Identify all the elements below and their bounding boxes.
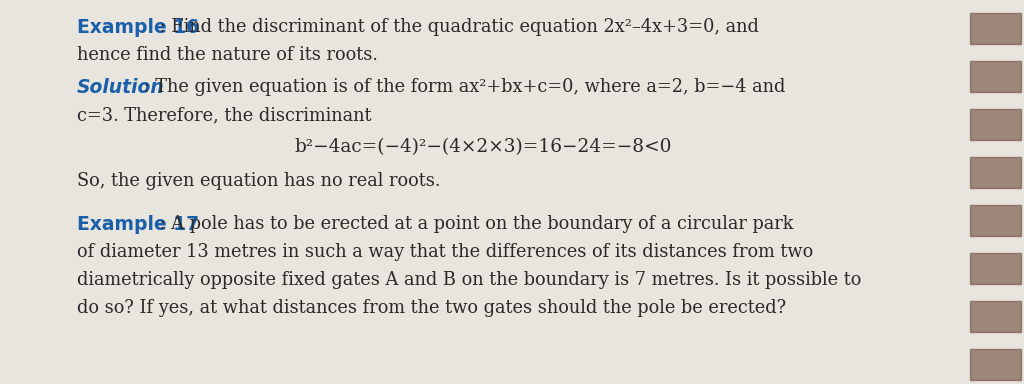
Text: Example 17: Example 17: [77, 215, 199, 234]
Text: : The given equation is of the form ax²+bx+c=0, where a=2, b=−4 and: : The given equation is of the form ax²+…: [138, 78, 785, 96]
Text: Solution: Solution: [77, 78, 165, 97]
Bar: [970, 13, 1021, 44]
Text: c=3. Therefore, the discriminant: c=3. Therefore, the discriminant: [77, 106, 372, 124]
Text: hence find the nature of its roots.: hence find the nature of its roots.: [77, 46, 378, 64]
Bar: [970, 157, 1021, 188]
Text: So, the given equation has no real roots.: So, the given equation has no real roots…: [77, 172, 440, 190]
Text: : A pole has to be erected at a point on the boundary of a circular park: : A pole has to be erected at a point on…: [154, 215, 794, 233]
Bar: [970, 109, 1021, 140]
Text: diametrically opposite fixed gates A and B on the boundary is 7 metres. Is it po: diametrically opposite fixed gates A and…: [77, 271, 861, 289]
Bar: [970, 349, 1021, 380]
Text: of diameter 13 metres in such a way that the differences of its distances from t: of diameter 13 metres in such a way that…: [77, 243, 813, 261]
Bar: [970, 301, 1021, 332]
Bar: [970, 205, 1021, 236]
Text: b²−4ac=(−4)²−(4×2×3)=16−24=−8<0: b²−4ac=(−4)²−(4×2×3)=16−24=−8<0: [295, 138, 672, 156]
Text: do so? If yes, at what distances from the two gates should the pole be erected?: do so? If yes, at what distances from th…: [77, 299, 786, 317]
Text: Example 16: Example 16: [77, 18, 199, 37]
Bar: [970, 253, 1021, 284]
Text: : Find the discriminant of the quadratic equation 2x²–4x+3=0, and: : Find the discriminant of the quadratic…: [154, 18, 759, 36]
Bar: [970, 61, 1021, 92]
